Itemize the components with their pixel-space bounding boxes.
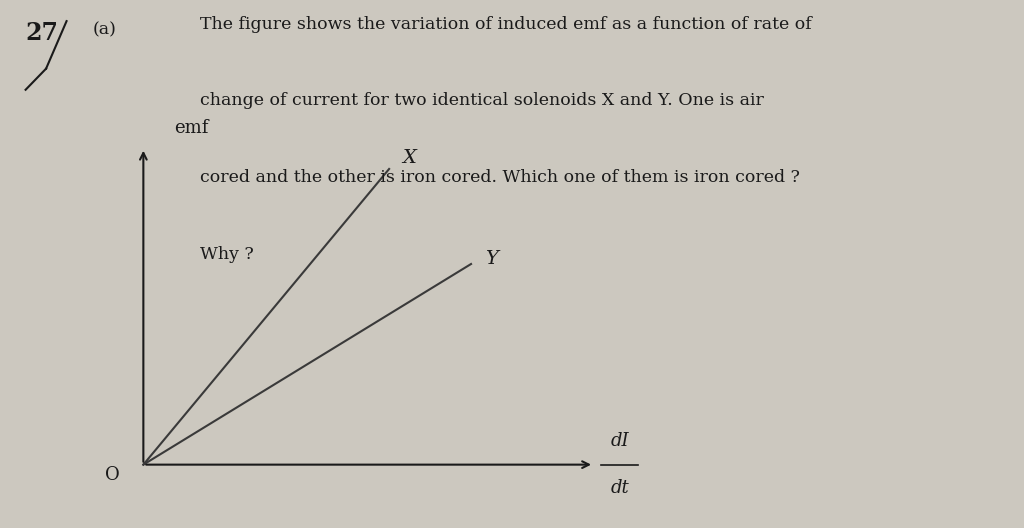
Text: 27: 27 (26, 21, 58, 45)
Text: dI: dI (610, 432, 629, 450)
Text: change of current for two identical solenoids X and Y. One is air: change of current for two identical sole… (200, 92, 764, 109)
Text: The figure shows the variation of induced emf as a function of rate of: The figure shows the variation of induce… (200, 16, 811, 33)
Text: Why ?: Why ? (200, 246, 253, 262)
Text: dt: dt (610, 479, 629, 497)
Text: emf: emf (174, 119, 209, 137)
Text: cored and the other is iron cored. Which one of them is iron cored ?: cored and the other is iron cored. Which… (200, 169, 800, 186)
Text: Y: Y (485, 250, 498, 268)
Text: O: O (105, 466, 120, 484)
Text: X: X (402, 149, 417, 167)
Text: (a): (a) (92, 21, 116, 38)
